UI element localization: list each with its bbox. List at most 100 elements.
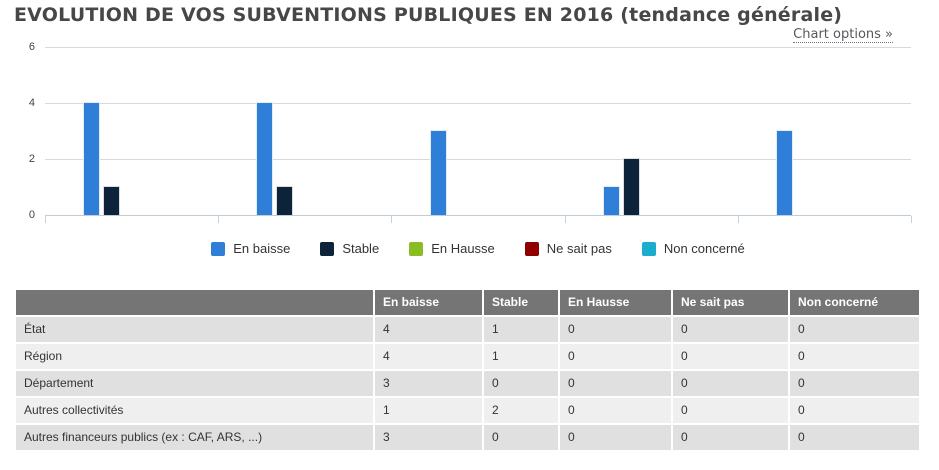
cell-value: 0 xyxy=(673,344,788,369)
bar-slot-en-hausse xyxy=(122,47,142,215)
table-row-region: Région 4 1 0 0 0 xyxy=(16,344,919,369)
cell-value: 0 xyxy=(673,425,788,450)
bar-slot-stable xyxy=(794,47,814,215)
legend-label: Ne sait pas xyxy=(546,241,612,256)
table-row-departement: Département 3 0 0 0 0 xyxy=(16,371,919,396)
legend-item-ne-sait-pas[interactable]: Ne sait pas xyxy=(524,241,612,256)
bar-slot-en-baisse xyxy=(82,47,102,215)
chart-options-link[interactable]: Chart options » xyxy=(793,27,893,43)
row-label: Région xyxy=(16,344,373,369)
bar-en-baisse-autres-collectivites xyxy=(602,186,620,215)
bar-groups xyxy=(45,47,911,215)
bar-slot-stable xyxy=(275,47,295,215)
x-axis-tick xyxy=(564,216,566,223)
bar-stable-region xyxy=(276,186,294,215)
bar-slot-en-hausse xyxy=(814,47,834,215)
bar-slot-ne-sait-pas xyxy=(488,47,508,215)
x-axis-tick xyxy=(911,216,912,223)
cell-value: 0 xyxy=(560,398,671,423)
bar-slot-en-baisse xyxy=(601,47,621,215)
bar-slot-non-concerne xyxy=(508,47,528,215)
bar-slot-en-baisse xyxy=(255,47,275,215)
legend-item-non-concerne[interactable]: Non concerné xyxy=(641,241,745,256)
cell-value: 0 xyxy=(560,371,671,396)
cell-value: 0 xyxy=(790,371,919,396)
bar-chart-plot-area: 0 2 4 6 xyxy=(29,41,912,223)
chart-legend: En baisse Stable En Hausse Ne sait pas Non c… xyxy=(45,241,911,256)
cell-value: 4 xyxy=(375,344,482,369)
x-axis-tick xyxy=(737,216,739,223)
cell-value: 2 xyxy=(484,398,558,423)
column-header-ne-sait-pas: Ne sait pas xyxy=(673,290,788,315)
y-axis-label-6: 6 xyxy=(28,41,35,53)
cell-value: 0 xyxy=(673,371,788,396)
y-axis-label-4: 4 xyxy=(28,97,35,109)
cell-value: 0 xyxy=(673,398,788,423)
bar-stable-autres-collectivites xyxy=(622,158,640,215)
bar-slot-ne-sait-pas xyxy=(661,47,681,215)
legend-swatch-non-concerne xyxy=(641,241,656,256)
cell-value: 3 xyxy=(375,425,482,450)
bar-en-baisse-autres-financeurs-publics-ex-caf-ars xyxy=(775,130,793,215)
cell-value: 0 xyxy=(790,317,919,342)
cell-value: 0 xyxy=(484,425,558,450)
bar-group-region xyxy=(218,47,391,215)
cell-value: 0 xyxy=(560,344,671,369)
cell-value: 0 xyxy=(560,317,671,342)
cell-value: 1 xyxy=(375,398,482,423)
bar-group-autres-collectivites xyxy=(565,47,738,215)
bar-slot-non-concerne xyxy=(854,47,874,215)
y-axis-label-0: 0 xyxy=(28,209,35,221)
bar-slot-en-baisse xyxy=(428,47,448,215)
x-axis-tick xyxy=(218,216,220,223)
x-axis-tick xyxy=(391,216,393,223)
bar-en-baisse-etat xyxy=(83,102,101,215)
bar-slot-en-baisse xyxy=(774,47,794,215)
bar-slot-ne-sait-pas xyxy=(834,47,854,215)
legend-label: Non concerné xyxy=(663,241,745,256)
bar-group-etat xyxy=(45,47,218,215)
bar-slot-non-concerne xyxy=(335,47,355,215)
row-label: Autres collectivités xyxy=(16,398,373,423)
bar-slot-en-hausse xyxy=(641,47,661,215)
y-axis-label-2: 2 xyxy=(28,153,35,165)
page-title: EVOLUTION DE VOS SUBVENTIONS PUBLIQUES E… xyxy=(14,4,843,26)
column-header-en-baisse: En baisse xyxy=(375,290,482,315)
column-header-non-concerne: Non concerné xyxy=(790,290,919,315)
bar-slot-non-concerne xyxy=(681,47,701,215)
legend-item-en-hausse[interactable]: En Hausse xyxy=(409,241,495,256)
cell-value: 0 xyxy=(790,425,919,450)
x-axis-line xyxy=(45,215,911,216)
table-header-row: En baisse Stable En Hausse Ne sait pas Non c… xyxy=(16,290,919,315)
row-label: Département xyxy=(16,371,373,396)
table-row-autres-financeurs-publics-ex-caf-ars: Autres financeurs publics (ex : CAF, ARS… xyxy=(16,425,919,450)
results-table: En baisse Stable En Hausse Ne sait pas Non c… xyxy=(14,288,921,452)
table-row-etat: État 4 1 0 0 0 xyxy=(16,317,919,342)
cell-value: 4 xyxy=(375,317,482,342)
cell-value: 0 xyxy=(673,317,788,342)
bar-slot-stable xyxy=(621,47,641,215)
gridline-6 xyxy=(45,47,911,48)
row-label: Autres financeurs publics (ex : CAF, ARS… xyxy=(16,425,373,450)
bar-stable-etat xyxy=(103,186,121,215)
bar-en-baisse-departement xyxy=(429,130,447,215)
bar-en-baisse-region xyxy=(256,102,274,215)
legend-swatch-stable xyxy=(320,241,335,256)
cell-value: 0 xyxy=(560,425,671,450)
legend-swatch-en-hausse xyxy=(409,241,424,256)
bar-slot-stable xyxy=(448,47,468,215)
cell-value: 3 xyxy=(375,371,482,396)
cell-value: 0 xyxy=(790,344,919,369)
cell-value: 0 xyxy=(790,398,919,423)
x-axis-tick xyxy=(45,216,46,223)
row-label: État xyxy=(16,317,373,342)
legend-swatch-en-baisse xyxy=(211,241,226,256)
bar-slot-non-concerne xyxy=(162,47,182,215)
table-row-autres-collectivites: Autres collectivités 1 2 0 0 0 xyxy=(16,398,919,423)
column-header-en-hausse: En Hausse xyxy=(560,290,671,315)
gridline-4 xyxy=(45,103,911,104)
legend-item-stable[interactable]: Stable xyxy=(320,241,379,256)
cell-value: 1 xyxy=(484,344,558,369)
legend-item-en-baisse[interactable]: En baisse xyxy=(211,241,290,256)
